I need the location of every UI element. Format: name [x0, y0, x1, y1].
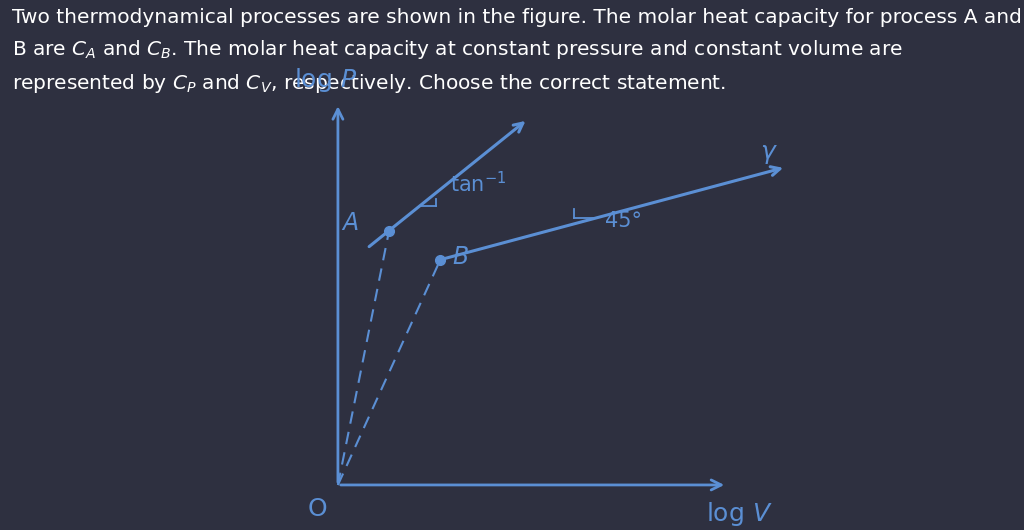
Text: 45°: 45° — [605, 211, 642, 231]
Text: B: B — [453, 245, 469, 269]
Text: $\log\,V$: $\log\,V$ — [706, 500, 773, 528]
Text: Two thermodynamical processes are shown in the figure. The molar heat capacity f: Two thermodynamical processes are shown … — [12, 8, 1022, 95]
Text: $\log\,P$: $\log\,P$ — [294, 66, 357, 94]
Text: A: A — [342, 210, 358, 235]
Text: O: O — [307, 497, 328, 520]
Text: $\tan^{-1}$: $\tan^{-1}$ — [450, 171, 506, 196]
Text: $\gamma$: $\gamma$ — [760, 142, 778, 166]
